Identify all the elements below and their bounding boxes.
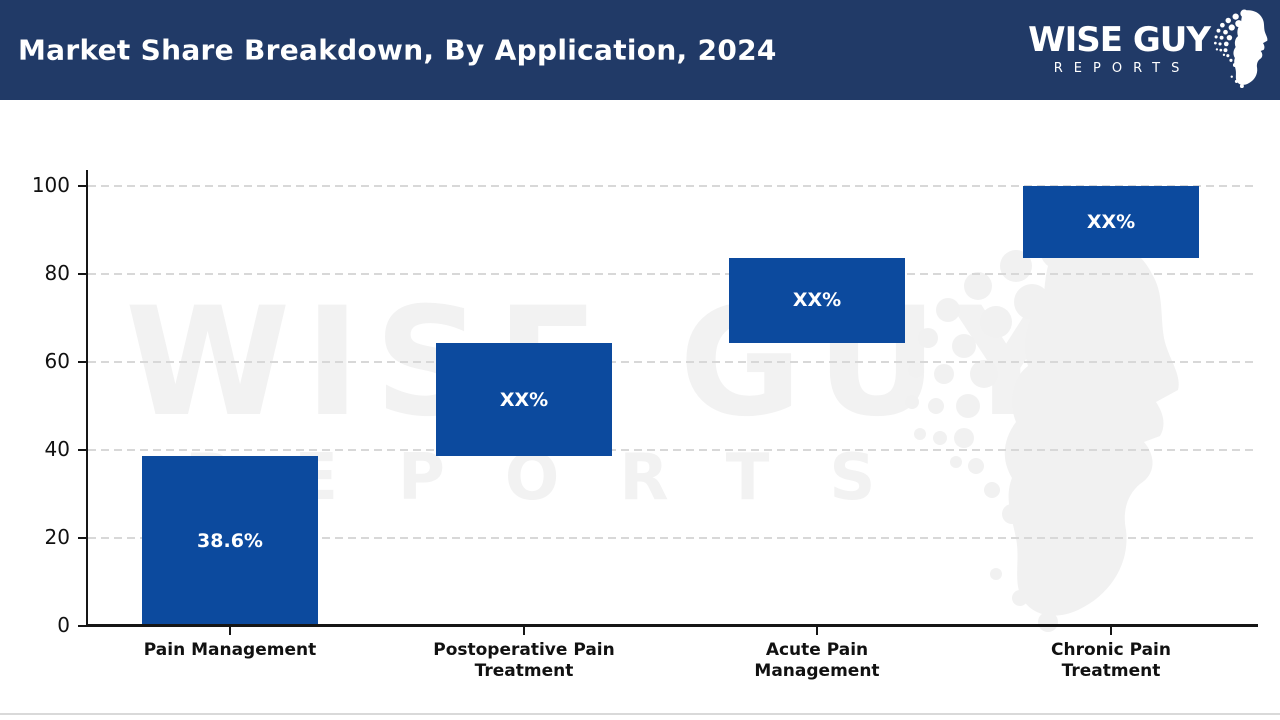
page-title: Market Share Breakdown, By Application, …	[18, 33, 777, 67]
y-axis-line	[86, 170, 88, 627]
wise-guy-reports-logo: WISE GUY REPORTS	[1028, 8, 1270, 90]
logo-face-icon	[1213, 9, 1268, 89]
x-axis-tick	[1110, 627, 1112, 635]
x-axis-category-label-line: Acute Pain	[765, 640, 869, 660]
x-axis-category-label: Postoperative Pain Treatment	[384, 640, 664, 682]
x-axis-category-label: Acute Pain Management	[677, 640, 957, 682]
x-axis-category-label: Chronic Pain Treatment	[971, 640, 1251, 682]
logo-subtitle: REPORTS	[1053, 61, 1191, 76]
y-axis-tick-label: 20	[44, 525, 70, 549]
x-axis-tick	[816, 627, 818, 635]
x-axis-tick	[229, 627, 231, 635]
logo-text: WISE GUY REPORTS	[1028, 20, 1211, 76]
x-axis-category-label-line: Postoperative Pain	[433, 640, 615, 660]
y-axis-tick-label: 0	[57, 613, 70, 637]
x-axis-category-label-line: Pain Management	[143, 640, 317, 660]
x-axis-category-label-line: Management	[754, 661, 880, 681]
x-axis-category-label-line: Treatment	[474, 661, 574, 681]
x-axis-line	[86, 624, 1258, 627]
y-axis-tick	[78, 537, 86, 539]
bar-value-label: XX%	[1086, 210, 1136, 233]
gridline-40	[88, 449, 1256, 451]
x-axis-tick	[523, 627, 525, 635]
logo-wordmark: WISE GUY	[1028, 20, 1211, 60]
bar-segment: XX%	[436, 343, 612, 457]
x-axis-category-label-line: Chronic Pain	[1051, 640, 1171, 660]
gridline-60	[88, 361, 1256, 363]
y-axis-tick-label: 100	[31, 173, 70, 197]
gridline-80	[88, 273, 1256, 275]
bar-segment: XX%	[1023, 186, 1199, 258]
x-axis-category-label: Pain Management	[90, 640, 370, 661]
bar-segment: XX%	[729, 257, 905, 344]
gridline-20	[88, 537, 1256, 539]
y-axis-tick-label: 60	[44, 349, 70, 373]
bar-value-label: 38.6%	[197, 530, 263, 553]
y-axis-tick	[78, 273, 86, 275]
x-axis-category-label-line: Treatment	[1061, 661, 1161, 681]
bottom-divider-line	[0, 713, 1280, 715]
bar-value-label: XX%	[792, 289, 842, 312]
bar-value-label: XX%	[499, 388, 549, 411]
gridline-100	[88, 185, 1256, 187]
header-bar: Market Share Breakdown, By Application, …	[0, 0, 1280, 100]
y-axis-tick	[78, 625, 86, 627]
y-axis-tick	[78, 185, 86, 187]
y-axis-tick	[78, 361, 86, 363]
y-axis-tick	[78, 449, 86, 451]
y-axis-tick-label: 80	[44, 261, 70, 285]
bar-segment: 38.6%	[142, 456, 318, 626]
y-axis-tick-label: 40	[44, 437, 70, 461]
